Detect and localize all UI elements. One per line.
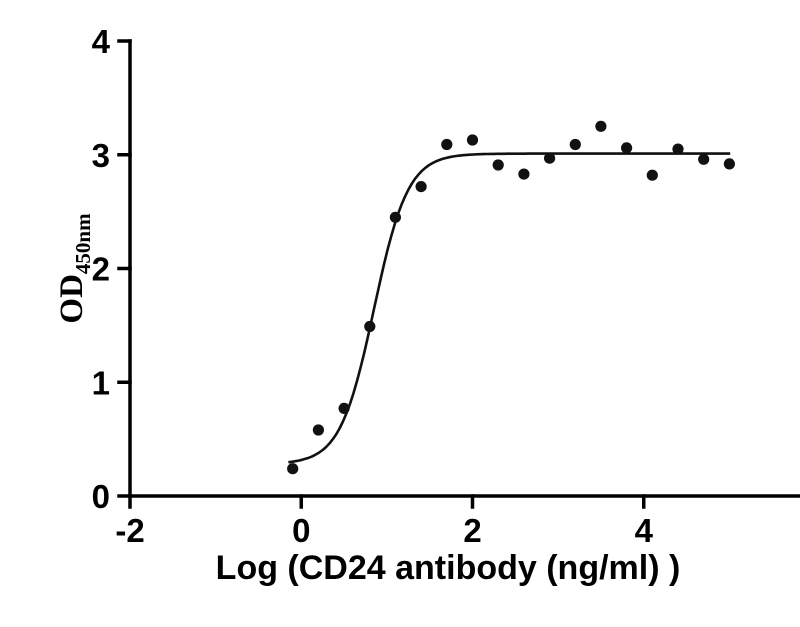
data-point	[646, 169, 658, 181]
data-point	[389, 211, 401, 223]
x-tick-label: 4	[635, 512, 654, 549]
data-point	[466, 134, 479, 146]
y-tick-label: 0	[92, 478, 110, 515]
fit-curve	[288, 152, 731, 464]
y-tick-label: 3	[92, 137, 110, 174]
data-point	[723, 158, 736, 170]
data-point	[312, 424, 324, 436]
data-point	[595, 120, 607, 132]
y-tick-label: 2	[92, 251, 110, 288]
data-point	[364, 320, 376, 333]
data-point	[672, 143, 684, 155]
x-tick-label: 0	[292, 512, 310, 549]
data-point	[621, 142, 633, 154]
y-tick-label: 4	[92, 23, 111, 60]
y-axis-title: OD450nm	[54, 213, 95, 324]
chart-svg: -2024601234Log (CD24 antibody (ng/ml) ) …	[54, 23, 800, 587]
data-point	[338, 402, 350, 414]
x-tick-label: 2	[463, 512, 481, 549]
data-point	[287, 463, 299, 475]
data-point	[544, 152, 556, 164]
data-point	[518, 168, 530, 180]
data-point	[492, 159, 504, 171]
data-point	[569, 138, 581, 151]
y-tick-label: 1	[92, 364, 110, 401]
elisa-dose-response-figure: -2024601234Log (CD24 antibody (ng/ml) ) …	[40, 16, 800, 611]
x-tick-label: -2	[115, 512, 144, 549]
data-point	[441, 138, 453, 151]
data-point	[698, 153, 710, 165]
x-axis-title: Log (CD24 antibody (ng/ml) )	[216, 549, 681, 587]
data-point	[415, 181, 427, 193]
